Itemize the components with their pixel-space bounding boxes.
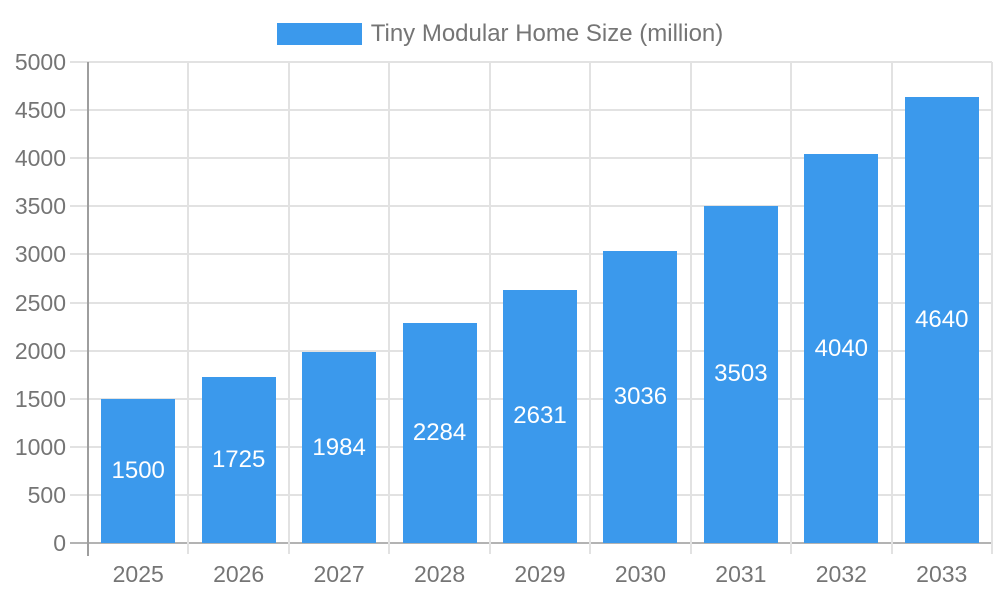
legend-label: Tiny Modular Home Size (million) xyxy=(370,20,724,47)
gridline-x-boundary xyxy=(187,62,190,554)
gridline-y-0 xyxy=(70,542,992,544)
bar-value-label: 1725 xyxy=(211,446,266,474)
y-axis-tick-label: 2500 xyxy=(14,289,66,316)
bar-2032[interactable]: 4040 xyxy=(804,154,879,543)
bar-2033[interactable]: 4640 xyxy=(904,96,979,543)
x-axis-tick-label: 2026 xyxy=(213,561,265,587)
gridline-x-boundary xyxy=(991,62,993,554)
x-axis-tick-label: 2031 xyxy=(715,561,767,587)
bar-2025[interactable]: 1500 xyxy=(101,398,176,543)
gridline-y-3000 xyxy=(70,253,992,256)
bar-value-label: 4640 xyxy=(915,305,969,333)
bar-2029[interactable]: 2631 xyxy=(503,289,577,543)
x-axis-tick-label: 2032 xyxy=(815,561,867,587)
bar-value-label: 3503 xyxy=(714,360,768,388)
gridline-x-boundary xyxy=(488,62,491,554)
gridline-x-boundary xyxy=(388,62,391,554)
gridline-y-3500 xyxy=(70,205,992,208)
bar-2031[interactable]: 3503 xyxy=(703,206,778,543)
x-axis-tick-label: 2028 xyxy=(413,561,466,587)
y-axis-tick-label: 1500 xyxy=(14,385,66,412)
bar-value-label: 3036 xyxy=(613,382,668,410)
gridline-y-4500 xyxy=(70,109,992,112)
gridline-x-boundary xyxy=(890,62,893,554)
x-axis-tick-label: 2025 xyxy=(112,561,164,587)
legend[interactable]: Tiny Modular Home Size (million) xyxy=(0,20,1000,48)
y-axis-tick-label: 3500 xyxy=(14,193,66,220)
y-axis-tick-label: 4000 xyxy=(14,145,66,172)
x-axis-tick-label: 2027 xyxy=(313,561,365,587)
y-axis-tick-label: 3000 xyxy=(14,241,66,268)
gridline-x-boundary xyxy=(589,62,592,554)
bar-2030[interactable]: 3036 xyxy=(603,250,678,543)
legend-swatch xyxy=(276,23,362,45)
bar-value-label: 2631 xyxy=(513,402,567,430)
bar-value-label: 1500 xyxy=(111,456,165,484)
y-axis-tick-label: 5000 xyxy=(14,49,66,75)
x-axis-tick-label: 2033 xyxy=(916,561,968,587)
y-axis-tick-label: 0 xyxy=(53,530,66,556)
y-axis-line xyxy=(87,62,89,556)
x-axis-tick-label: 2030 xyxy=(614,561,667,587)
gridline-x-boundary xyxy=(689,62,692,554)
gridline-x-boundary xyxy=(287,62,290,554)
y-axis-tick-label: 1000 xyxy=(14,433,66,460)
bar-value-label: 2284 xyxy=(412,419,467,447)
x-axis-tick-label: 2029 xyxy=(514,561,566,587)
y-axis-tick-label: 2000 xyxy=(14,337,66,364)
bar-value-label: 1984 xyxy=(312,433,366,461)
bar-2028[interactable]: 2284 xyxy=(402,323,477,543)
plot-area: 0 500 1000 1500 2000 2500 3000 3500 4000 4500 5000… xyxy=(15,49,993,587)
bar-2027[interactable]: 1984 xyxy=(302,352,377,543)
gridline-y-5000 xyxy=(70,61,992,63)
y-axis-tick-label: 4500 xyxy=(14,97,66,124)
gridline-x-boundary xyxy=(790,62,793,554)
gridline-y-4000 xyxy=(70,157,992,160)
bar-2026[interactable]: 1725 xyxy=(201,377,276,543)
bar-value-label: 4040 xyxy=(814,334,869,362)
y-axis-tick-label: 500 xyxy=(27,481,66,508)
